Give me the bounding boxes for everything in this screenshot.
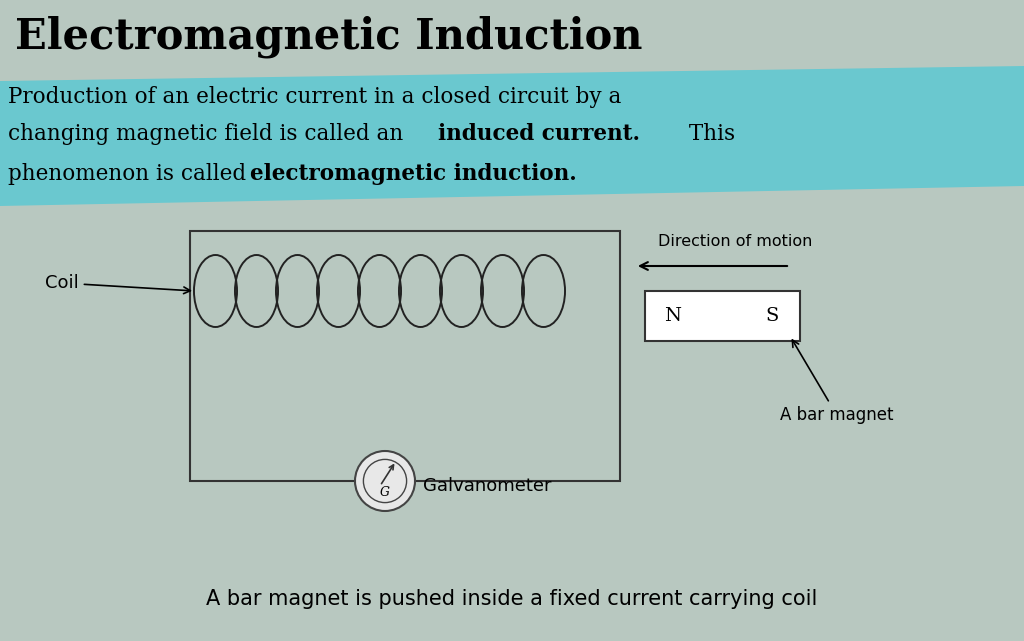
Text: Galvanometer: Galvanometer [423,477,552,495]
Bar [190,231,620,481]
Text: S: S [765,307,778,325]
Text: Electromagnetic Induction: Electromagnetic Induction [15,16,642,58]
Text: induced current.: induced current. [438,123,640,145]
Circle shape [355,451,415,511]
Text: This: This [682,123,735,145]
Bar [645,291,800,341]
Text: Direction of motion: Direction of motion [657,234,812,249]
Text: Coil: Coil [45,274,190,294]
Text: electromagnetic induction.: electromagnetic induction. [250,163,577,185]
Text: phenomenon is called: phenomenon is called [8,163,253,185]
Text: N: N [665,307,682,325]
Text: A bar magnet: A bar magnet [780,340,894,424]
Text: G: G [380,487,390,499]
Text: A bar magnet is pushed inside a fixed current carrying coil: A bar magnet is pushed inside a fixed cu… [206,589,818,609]
Text: changing magnetic field is called an: changing magnetic field is called an [8,123,411,145]
Polygon shape [0,66,1024,206]
Text: Production of an electric current in a closed circuit by a: Production of an electric current in a c… [8,86,622,108]
